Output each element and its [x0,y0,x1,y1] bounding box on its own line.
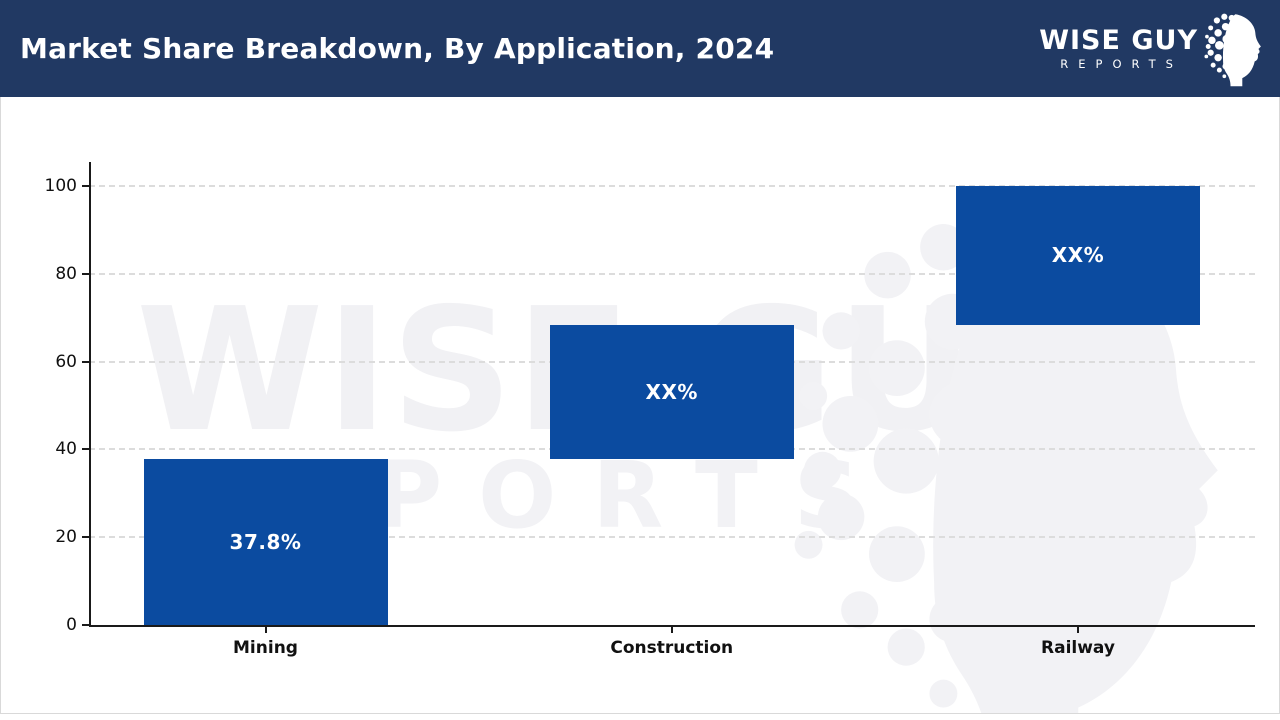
plot: 0 20 40 60 80 100 37.8% Mining XX% Construction XX… [1,97,1279,713]
y-tick-mark [82,624,89,626]
y-tick-mark [82,185,89,187]
x-axis [89,625,1255,627]
y-tick-label: 40 [55,439,77,460]
bar-value-label: XX% [645,379,698,404]
wise-guy-logo: WISE GUY REPORTS [1014,6,1264,92]
y-tick-mark [82,272,89,275]
gridline [89,536,1255,539]
x-tick-mark [1077,626,1079,633]
y-tick-mark [82,536,89,539]
y-tick-label: 60 [55,351,77,372]
y-tick-label: 100 [44,176,77,196]
y-axis [89,162,91,627]
page-title: Market Share Breakdown, By Application, … [20,32,775,65]
logo-wordmark-line2: REPORTS [1060,57,1183,72]
x-category-label: Railway [1041,638,1115,658]
y-tick-mark [82,360,89,363]
bar-mining: 37.8% [143,459,388,625]
x-category-label: Mining [233,638,298,658]
y-tick-label: 80 [55,263,77,284]
x-tick-mark [670,626,673,633]
y-tick-mark [82,448,89,451]
y-tick-label: 20 [55,527,77,548]
y-tick-label: 0 [66,615,77,635]
bar-railway: XX% [956,186,1200,325]
x-category-label: Construction [610,638,734,658]
bar-value-label: XX% [1051,243,1105,268]
gridline [89,185,1255,187]
logo-wordmark: WISE GUY REPORTS [1039,24,1198,72]
logo-wordmark-line1: WISE GUY [1039,24,1198,56]
bar-construction: XX% [549,324,794,460]
chart-area: WISE GUY REPORTS 02040608010037.8%Mining… [0,97,1280,714]
x-tick-mark [264,626,267,633]
logo-head-icon [1204,13,1261,87]
gridline [89,272,1255,275]
header: Market Share Breakdown, By Application, … [0,0,1280,97]
bar-value-label: 37.8% [229,530,302,555]
